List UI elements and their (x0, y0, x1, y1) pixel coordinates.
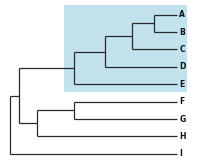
Text: H: H (179, 132, 186, 141)
Text: G: G (179, 115, 185, 124)
Text: C: C (179, 45, 185, 54)
Text: I: I (179, 149, 182, 158)
Text: E: E (179, 80, 185, 89)
Text: D: D (179, 62, 186, 71)
FancyBboxPatch shape (64, 5, 187, 92)
Text: F: F (179, 97, 185, 106)
Text: B: B (179, 28, 185, 36)
Text: A: A (179, 10, 185, 19)
